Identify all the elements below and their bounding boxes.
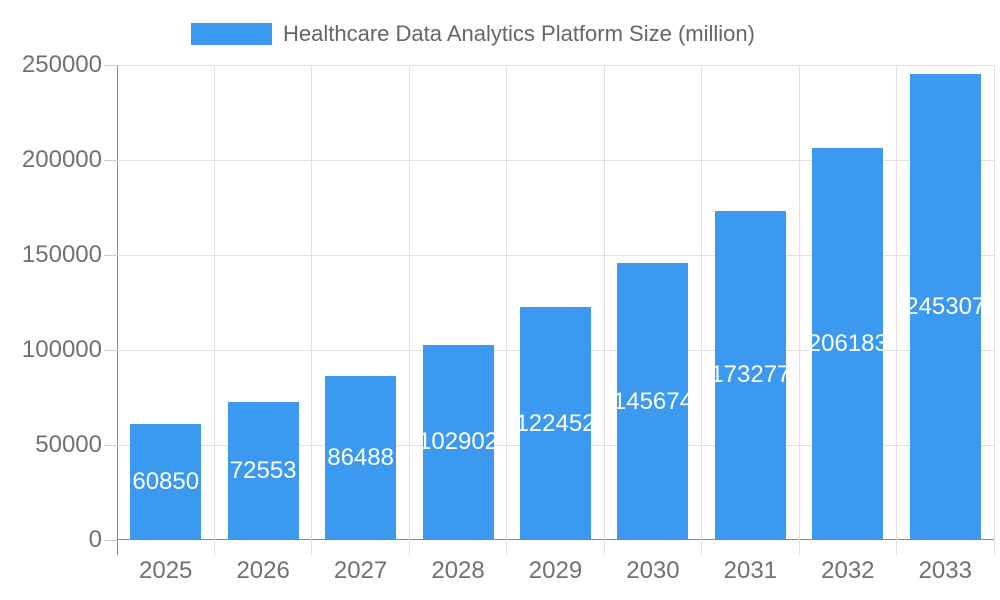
x-axis-tick-label: 2033 bbox=[918, 557, 972, 584]
bar-2030[interactable]: 145674 bbox=[613, 263, 693, 540]
y-axis-tick-label: 100000 bbox=[21, 336, 102, 363]
bar-2033[interactable]: 245307 bbox=[905, 73, 985, 540]
bar-value-label: 206183 bbox=[807, 330, 888, 358]
bar-value-label: 245307 bbox=[905, 292, 986, 320]
y-axis-tick bbox=[104, 159, 117, 161]
bar-2031[interactable]: 173277 bbox=[710, 210, 790, 540]
bar-2026[interactable]: 72553 bbox=[227, 402, 299, 540]
y-axis-tick bbox=[104, 539, 117, 541]
bar-value-label: 60850 bbox=[132, 468, 200, 496]
y-axis-tick-label: 50000 bbox=[35, 431, 102, 458]
bar-2028[interactable]: 102902 bbox=[418, 344, 498, 540]
vertical-gridline bbox=[993, 65, 995, 555]
vertical-gridline bbox=[408, 65, 410, 555]
vertical-gridline bbox=[798, 65, 800, 555]
x-axis-tick-label: 2031 bbox=[723, 557, 778, 584]
vertical-gridline bbox=[701, 65, 703, 555]
y-axis-tick bbox=[104, 349, 117, 351]
bar-value-label: 122452 bbox=[515, 409, 596, 437]
y-axis-tick bbox=[104, 64, 117, 66]
x-axis-tick-label: 2029 bbox=[528, 557, 583, 584]
vertical-gridline bbox=[896, 65, 898, 555]
x-axis-tick-label: 2026 bbox=[236, 557, 290, 584]
horizontal-gridline bbox=[117, 254, 994, 256]
x-axis-tick-label: 2028 bbox=[431, 557, 485, 584]
legend-item[interactable]: Healthcare Data Analytics Platform Size … bbox=[191, 21, 755, 47]
vertical-gridline bbox=[603, 65, 605, 555]
bar-value-label: 173277 bbox=[710, 361, 791, 389]
y-axis-tick bbox=[104, 254, 117, 256]
x-axis-tick-label: 2027 bbox=[333, 557, 388, 584]
bar-value-label: 145674 bbox=[612, 387, 693, 415]
x-axis-tick-label: 2025 bbox=[139, 557, 193, 584]
y-axis-tick-label: 250000 bbox=[21, 51, 102, 78]
y-axis-tick-label: 150000 bbox=[21, 241, 102, 268]
bar-value-label: 72553 bbox=[229, 457, 297, 485]
x-axis-tick-label: 2032 bbox=[821, 557, 875, 584]
y-axis-tick-label: 0 bbox=[88, 526, 102, 553]
vertical-gridline bbox=[506, 65, 508, 555]
x-axis-tick-label: 2030 bbox=[626, 557, 680, 584]
legend-label: Healthcare Data Analytics Platform Size … bbox=[283, 21, 755, 46]
bar-2029[interactable]: 122452 bbox=[515, 307, 596, 540]
bar-value-label: 102902 bbox=[418, 428, 499, 456]
plot-area: 60850 72553 86488 102902 122452 145674 173277 2… bbox=[104, 64, 995, 555]
bar-2027[interactable]: 86488 bbox=[325, 375, 397, 540]
y-axis-tick bbox=[104, 444, 117, 446]
horizontal-gridline bbox=[117, 64, 994, 66]
y-axis-tick-label: 200000 bbox=[21, 146, 102, 173]
bar-2032[interactable]: 206183 bbox=[808, 148, 888, 540]
horizontal-gridline bbox=[117, 159, 994, 161]
bar-value-label: 86488 bbox=[327, 443, 394, 471]
bar-2025[interactable]: 60850 bbox=[130, 424, 202, 540]
y-axis-line bbox=[117, 65, 118, 555]
vertical-gridline bbox=[213, 65, 215, 555]
vertical-gridline bbox=[311, 65, 313, 555]
legend-swatch bbox=[191, 23, 272, 45]
